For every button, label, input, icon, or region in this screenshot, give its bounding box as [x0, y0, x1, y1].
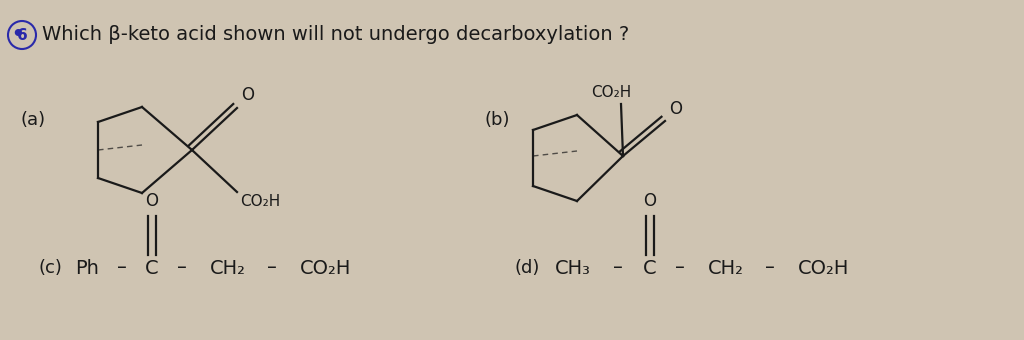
- Text: –: –: [267, 258, 276, 277]
- Text: –: –: [765, 258, 775, 277]
- Text: Ph: Ph: [75, 258, 99, 277]
- Text: CH₂: CH₂: [210, 258, 246, 277]
- Text: –: –: [117, 258, 127, 277]
- Text: O: O: [145, 192, 159, 210]
- Text: CO₂H: CO₂H: [591, 85, 631, 100]
- Text: •: •: [10, 23, 25, 47]
- Text: (c): (c): [38, 259, 61, 277]
- Text: O: O: [643, 192, 656, 210]
- Text: C: C: [643, 258, 656, 277]
- Text: –: –: [177, 258, 187, 277]
- Text: –: –: [675, 258, 685, 277]
- Text: (a): (a): [20, 111, 45, 129]
- Text: CO₂H: CO₂H: [300, 258, 351, 277]
- Text: (b): (b): [485, 111, 511, 129]
- Text: Which β-keto acid shown will not undergo decarboxylation ?: Which β-keto acid shown will not undergo…: [42, 26, 630, 45]
- Text: O: O: [241, 86, 254, 104]
- Text: CH₂: CH₂: [708, 258, 744, 277]
- Text: C: C: [145, 258, 159, 277]
- Text: O: O: [669, 100, 682, 118]
- Text: (d): (d): [515, 259, 541, 277]
- Text: –: –: [613, 258, 623, 277]
- Text: 6: 6: [16, 28, 28, 42]
- Text: CO₂H: CO₂H: [240, 194, 281, 209]
- Text: CH₃: CH₃: [555, 258, 591, 277]
- Text: CO₂H: CO₂H: [798, 258, 849, 277]
